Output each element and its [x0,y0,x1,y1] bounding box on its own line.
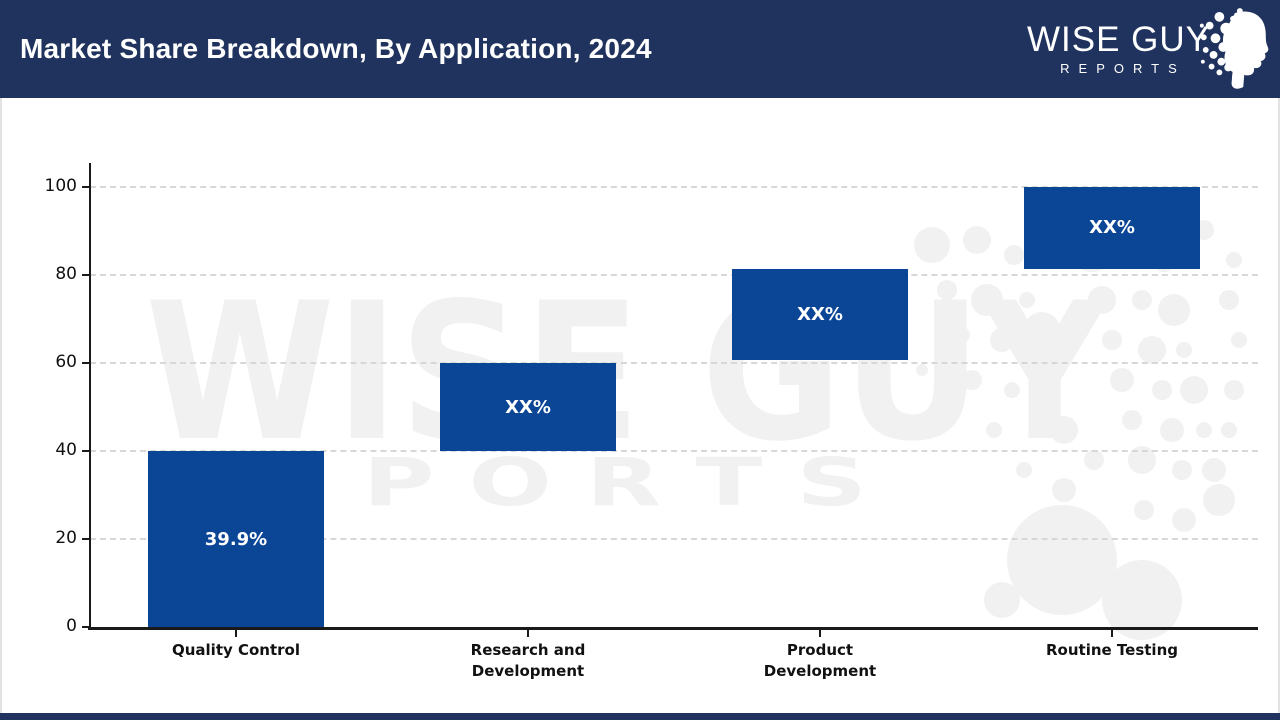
y-tick-label: 40 [55,440,77,460]
x-tick-mark [527,630,529,637]
x-category-line: Development [763,662,877,680]
logo-text: WISE GUY REPORTS [1026,20,1210,77]
head-profile-icon [1199,8,1269,89]
bar-quality-control: 39.9% [148,451,324,627]
logo-subtitle: REPORTS [1060,61,1186,76]
header-bar: Market Share Breakdown, By Application, … [0,0,1280,98]
y-tick-label: 80 [55,264,77,284]
x-category-line: Research and [470,641,586,659]
bar-product-development: XX% [732,268,908,360]
plot-area: 0 20 40 60 80 100 39.9% Quality Control XX% Resea… [2,98,1278,713]
gridline-y-40 [90,450,1258,452]
x-tick-mark [1111,630,1113,637]
y-tick-mark [82,186,90,188]
bar-value-label: XX% [1089,217,1135,239]
logo-wordmark: WISE GUY [1026,20,1210,59]
x-axis-line [88,627,1258,630]
y-tick-label: 0 [66,616,77,636]
x-category-label: Research and Development [413,640,643,682]
y-tick-mark [82,626,90,628]
chart-title: Market Share Breakdown, By Application, … [20,33,652,64]
y-tick-mark [82,450,90,452]
bar-routine-testing: XX% [1024,187,1200,269]
x-category-label: Quality Control [121,640,351,661]
wise-guy-reports-logo: WISE GUY REPORTS [1027,7,1280,91]
x-tick-mark [819,630,821,637]
bar-value-label: 39.9% [204,528,268,550]
gridline-y-100 [90,186,1258,188]
y-tick-mark [82,538,90,540]
bar-value-label: XX% [505,396,551,418]
x-category-label: Routine Testing [997,640,1227,661]
x-tick-mark [235,630,237,637]
x-category-line: Quality Control [171,641,300,659]
x-category-line: Routine Testing [1046,641,1178,659]
bar-research-and-development: XX% [440,363,616,452]
gridline-y-20 [90,538,1258,540]
footer-bar [0,713,1280,720]
x-category-label: Product Development [705,640,935,682]
y-tick-label: 100 [44,176,77,196]
x-category-line: Development [471,662,585,680]
y-tick-label: 20 [55,528,77,548]
gridline-y-80 [90,274,1258,276]
bar-value-label: XX% [797,303,843,325]
chart-canvas: WISE GUY R E P O R T S 0 20 40 60 80 100 39.9%… [0,98,1280,713]
y-tick-mark [82,362,90,364]
x-category-line: Product [786,641,854,659]
y-axis-line [89,163,91,629]
y-tick-mark [82,274,90,276]
y-tick-label: 60 [55,352,77,372]
gridline-y-60 [90,362,1258,364]
